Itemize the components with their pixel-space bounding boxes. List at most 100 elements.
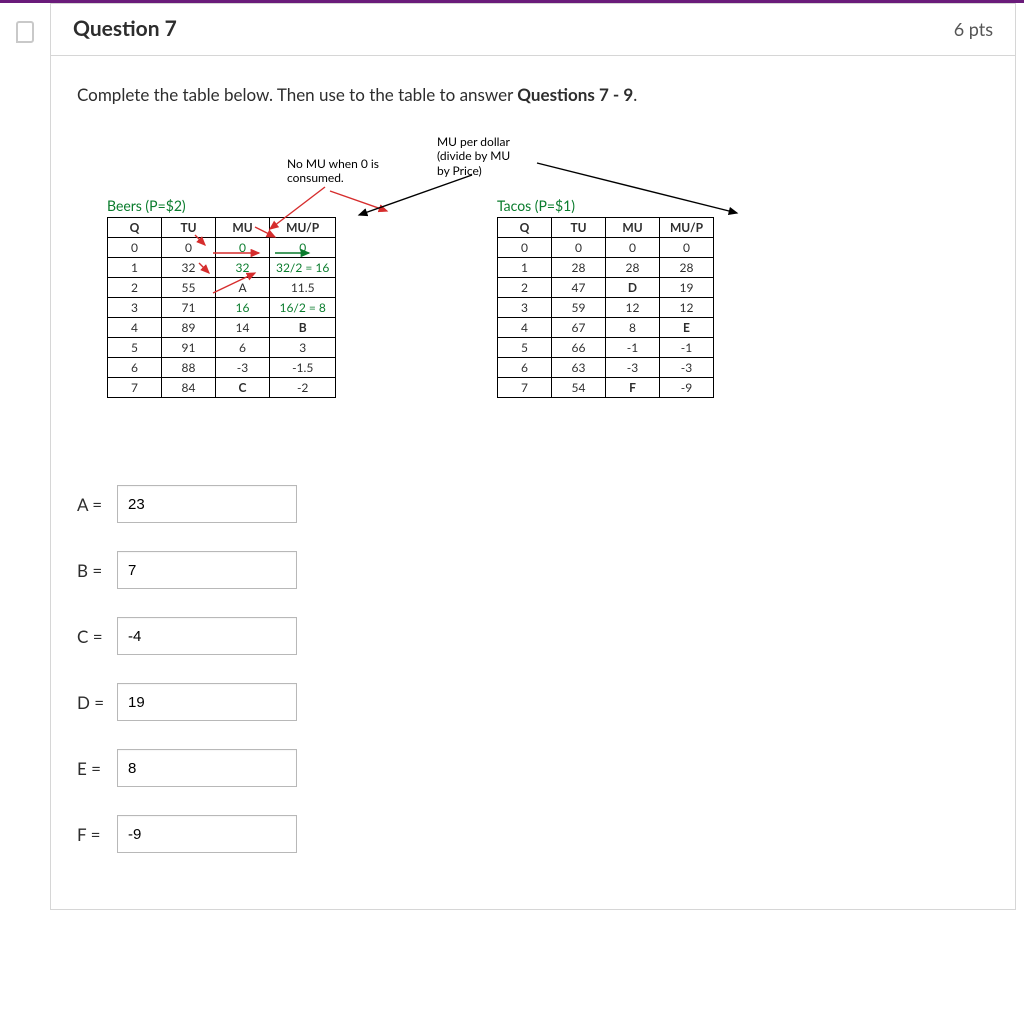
answer-row: B = xyxy=(77,551,989,589)
table-cell: 16 xyxy=(216,298,270,318)
question-points: 6 pts xyxy=(954,18,993,40)
instruction-pre: Complete the table below. Then use to th… xyxy=(77,84,517,105)
answer-label: A = xyxy=(77,494,117,515)
table-cell: 59 xyxy=(552,298,606,318)
table-cell: 3 xyxy=(270,338,336,358)
table-cell: 28 xyxy=(606,258,660,278)
table-row: 1323232/2 = 16 xyxy=(108,258,336,278)
table-cell: 71 xyxy=(162,298,216,318)
bookmark-icon[interactable] xyxy=(16,21,34,43)
column-header: MU xyxy=(216,218,270,238)
beers-title: Beers (P=$2) xyxy=(107,197,186,214)
table-cell: 0 xyxy=(270,238,336,258)
table-row: 784C-2 xyxy=(108,378,336,398)
answer-input[interactable] xyxy=(117,551,297,589)
question-header: Question 7 6 pts xyxy=(51,4,1015,56)
column-header: Q xyxy=(498,218,552,238)
annot-mu-per-dollar: MU per dollar (divide by MU by Price) xyxy=(437,135,510,178)
table-row: 3711616/2 = 8 xyxy=(108,298,336,318)
table-cell: 28 xyxy=(660,258,714,278)
table-cell: -2 xyxy=(270,378,336,398)
column-header: TU xyxy=(162,218,216,238)
table-cell: 12 xyxy=(660,298,714,318)
table-cell: 0 xyxy=(552,238,606,258)
column-header: MU/P xyxy=(270,218,336,238)
table-row: 663-3-3 xyxy=(498,358,714,378)
table-cell: -9 xyxy=(660,378,714,398)
table-cell: 0 xyxy=(606,238,660,258)
table-cell: -3 xyxy=(606,358,660,378)
table-cell: 1 xyxy=(108,258,162,278)
table-cell: 3 xyxy=(108,298,162,318)
table-cell: 67 xyxy=(552,318,606,338)
answer-label: F = xyxy=(77,824,117,845)
table-cell: B xyxy=(270,318,336,338)
table-cell: 0 xyxy=(162,238,216,258)
instruction-text: Complete the table below. Then use to th… xyxy=(77,84,989,105)
table-cell: D xyxy=(606,278,660,298)
answer-input[interactable] xyxy=(117,749,297,787)
answer-row: D = xyxy=(77,683,989,721)
table-row: 688-3-1.5 xyxy=(108,358,336,378)
table-row: 754F-9 xyxy=(498,378,714,398)
column-header: TU xyxy=(552,218,606,238)
answers-region: A =B =C =D =E =F = xyxy=(77,485,989,853)
answer-input[interactable] xyxy=(117,815,297,853)
table-row: 59163 xyxy=(108,338,336,358)
answer-row: F = xyxy=(77,815,989,853)
table-cell: -1 xyxy=(660,338,714,358)
table-cell: 16/2 = 8 xyxy=(270,298,336,318)
table-cell: 0 xyxy=(498,238,552,258)
table-cell: 84 xyxy=(162,378,216,398)
table-cell: 14 xyxy=(216,318,270,338)
table-cell: 32 xyxy=(162,258,216,278)
column-header: Q xyxy=(108,218,162,238)
table-cell: 6 xyxy=(498,358,552,378)
flag-column xyxy=(0,3,50,910)
table-cell: C xyxy=(216,378,270,398)
table-cell: 7 xyxy=(108,378,162,398)
answer-row: C = xyxy=(77,617,989,655)
table-cell: 88 xyxy=(162,358,216,378)
table-cell: 12 xyxy=(606,298,660,318)
table-cell: 66 xyxy=(552,338,606,358)
table-row: 247D19 xyxy=(498,278,714,298)
tacos-title: Tacos (P=$1) xyxy=(497,197,575,214)
answer-input[interactable] xyxy=(117,683,297,721)
answer-input[interactable] xyxy=(117,617,297,655)
table-row: 3591212 xyxy=(498,298,714,318)
table-row: 1282828 xyxy=(498,258,714,278)
table-cell: 47 xyxy=(552,278,606,298)
page-container: Question 7 6 pts Complete the table belo… xyxy=(0,3,1024,910)
answer-label: D = xyxy=(77,692,117,713)
table-cell: A xyxy=(216,278,270,298)
answer-input[interactable] xyxy=(117,485,297,523)
table-cell: 2 xyxy=(108,278,162,298)
table-cell: 32 xyxy=(216,258,270,278)
table-cell: 2 xyxy=(498,278,552,298)
instruction-bold: Questions 7 - 9 xyxy=(517,84,633,105)
table-cell: -3 xyxy=(216,358,270,378)
table-cell: 4 xyxy=(108,318,162,338)
table-cell: 0 xyxy=(108,238,162,258)
table-cell: 4 xyxy=(498,318,552,338)
table-cell: 5 xyxy=(108,338,162,358)
table-cell: 5 xyxy=(498,338,552,358)
table-row: 0000 xyxy=(498,238,714,258)
column-header: MU xyxy=(606,218,660,238)
table-cell: -1 xyxy=(606,338,660,358)
beers-table: QTUMUMU/P00001323232/2 = 16255A11.537116… xyxy=(107,217,336,398)
table-cell: -1.5 xyxy=(270,358,336,378)
table-cell: E xyxy=(660,318,714,338)
table-cell: 55 xyxy=(162,278,216,298)
table-cell: 0 xyxy=(216,238,270,258)
instruction-post: . xyxy=(633,84,637,105)
table-cell: 1 xyxy=(498,258,552,278)
question-title: Question 7 xyxy=(73,16,177,41)
tacos-table: QTUMUMU/P00001282828247D1935912124678E56… xyxy=(497,217,714,398)
table-row: 4678E xyxy=(498,318,714,338)
diagram-region: No MU when 0 is consumed. MU per dollar … xyxy=(77,127,907,477)
table-row: 566-1-1 xyxy=(498,338,714,358)
table-row: 0000 xyxy=(108,238,336,258)
table-cell: 6 xyxy=(108,358,162,378)
